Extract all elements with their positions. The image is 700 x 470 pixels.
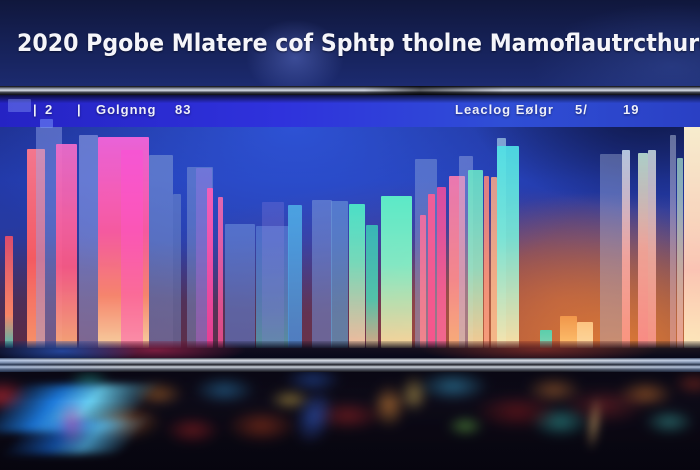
chart-bar [670, 135, 676, 348]
device-screen: | 2 | Golgnng 83 Leaclog Eølgr 5/ 19 [0, 95, 700, 358]
chart-bar [207, 188, 213, 348]
chart-bar [56, 144, 77, 348]
chart-bar [600, 154, 622, 348]
chart-header-bar: | 2 | Golgnng 83 Leaclog Eølgr 5/ 19 [0, 95, 700, 128]
title-background: 2020 Pgobe Mlatere cof Sphtp tholne Mamo… [0, 0, 700, 95]
chart-bar [437, 187, 446, 348]
chart-bar [648, 150, 656, 348]
chart-bar [256, 226, 289, 348]
chart-bar [5, 236, 13, 348]
chart-bar [428, 194, 435, 348]
header-value: 19 [623, 102, 640, 117]
header-separator: | [33, 102, 38, 117]
chart-bar [288, 205, 302, 348]
chart-bar [560, 316, 577, 348]
chart-bar [225, 224, 255, 348]
device-bottom-edge [0, 358, 700, 372]
chart-bar [79, 135, 98, 348]
chart-bar [468, 170, 483, 348]
chart-bar [149, 155, 173, 348]
chart-bar [381, 196, 412, 348]
page-title: 2020 Pgobe Mlatere cof Sphtp tholne Mamo… [17, 29, 700, 57]
chart-bar [366, 225, 378, 348]
header-value: 83 [175, 102, 192, 117]
header-separator: | [77, 102, 82, 117]
chart-bar [121, 150, 143, 348]
header-value: 5/ [575, 102, 588, 117]
chart-bar [331, 201, 348, 348]
chart-bar [262, 202, 284, 348]
city-night-background [0, 372, 700, 470]
chart-bar [349, 204, 365, 348]
chart-bar [677, 158, 683, 348]
chart-bar [312, 200, 332, 348]
chart-bar [27, 149, 45, 348]
header-chip [8, 99, 31, 112]
chart-bar [684, 124, 700, 348]
device-top-edge [0, 86, 700, 95]
city-vignette [0, 372, 700, 470]
header-label-left: Golgnng [96, 102, 157, 117]
chart-bar [449, 176, 465, 348]
header-label-right: Leaclog Eølgr [455, 102, 554, 117]
chart-bar [420, 215, 426, 348]
chart-bars [0, 95, 700, 358]
header-chip-small [40, 119, 53, 128]
chart-baseline-band [0, 341, 700, 358]
chart-bar [638, 153, 648, 348]
header-value: 2 [45, 102, 54, 117]
chart-bar [484, 176, 489, 348]
chart-bar [173, 194, 181, 348]
light-blob-magenta [58, 400, 86, 446]
chart-bar [622, 150, 630, 348]
chart-bar [218, 197, 223, 348]
chart-bar [491, 177, 497, 348]
chart-bar [497, 146, 519, 348]
